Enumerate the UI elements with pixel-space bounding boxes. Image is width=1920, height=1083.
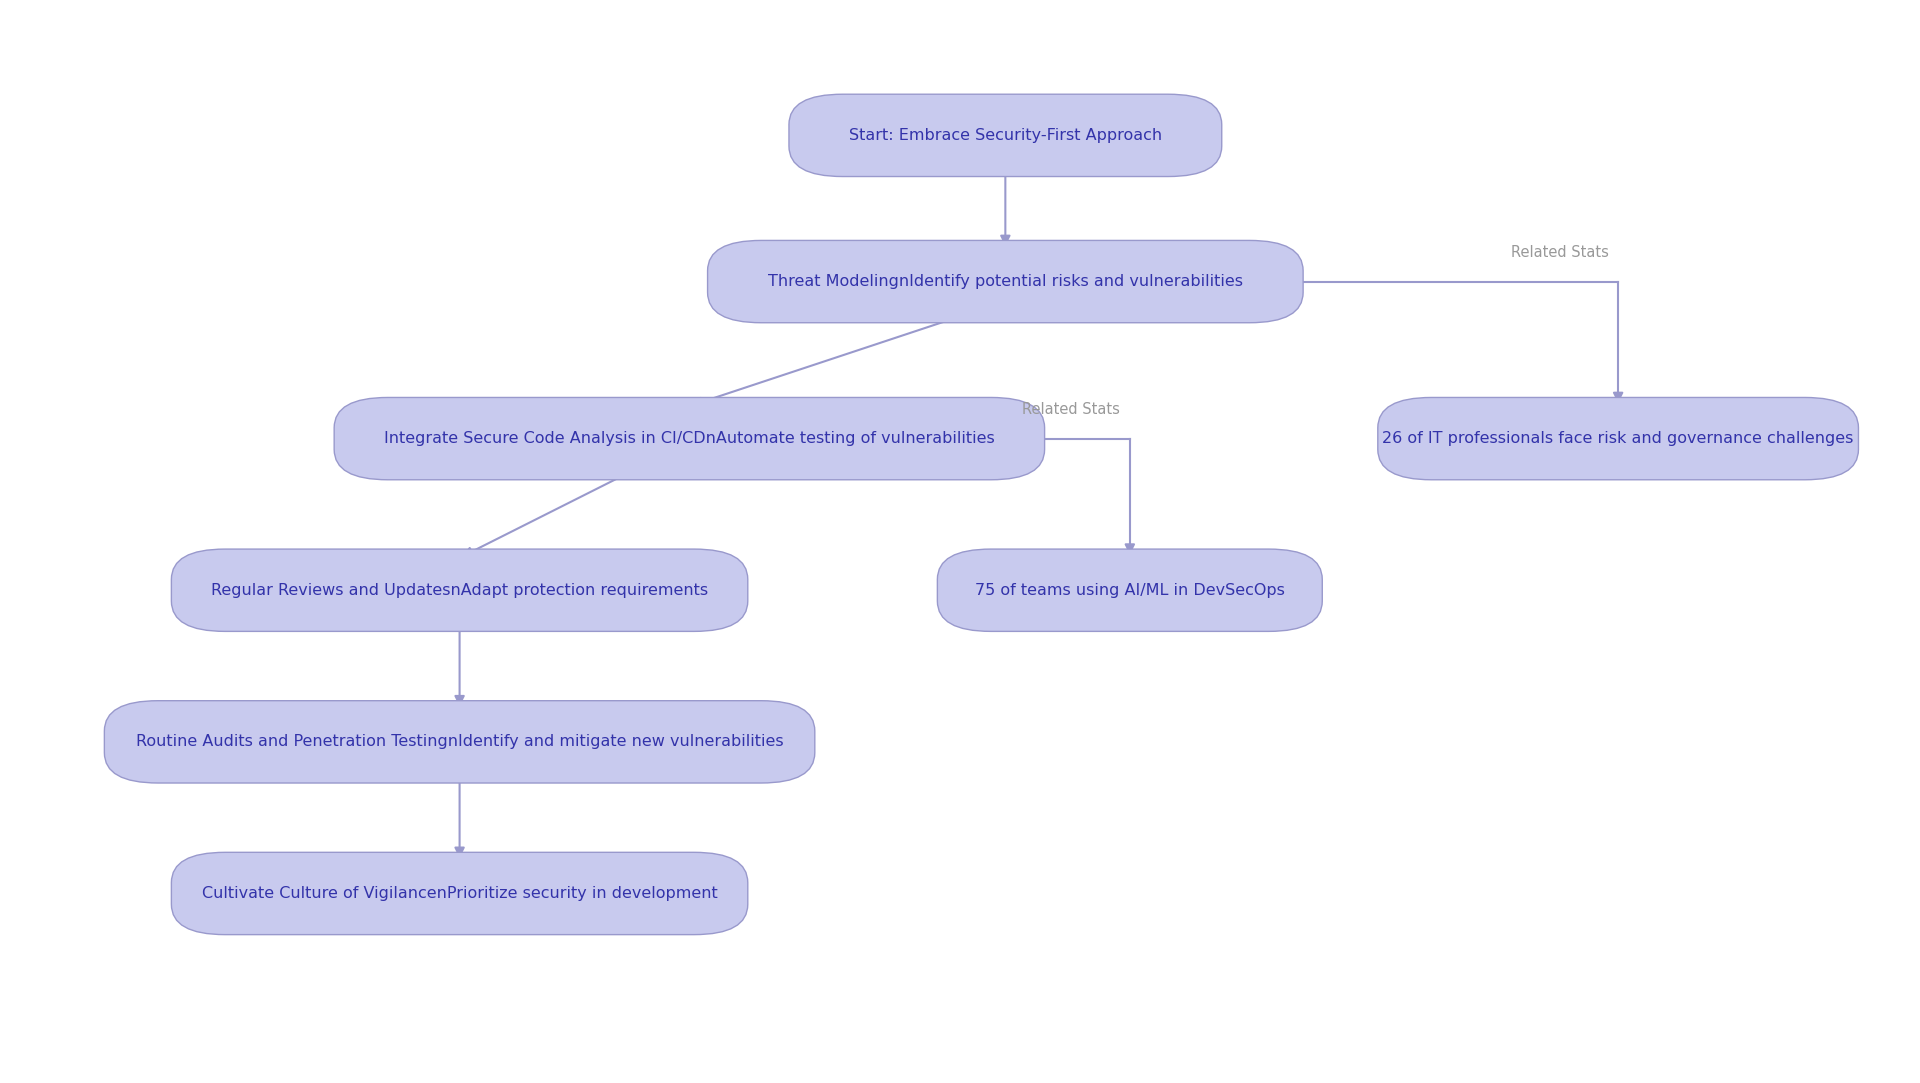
Text: Cultivate Culture of VigilancenPrioritize security in development: Cultivate Culture of VigilancenPrioritiz… [202, 886, 718, 901]
Text: Integrate Secure Code Analysis in CI/CDnAutomate testing of vulnerabilities: Integrate Secure Code Analysis in CI/CDn… [384, 431, 995, 446]
FancyBboxPatch shape [334, 397, 1044, 480]
Text: 26 of IT professionals face risk and governance challenges: 26 of IT professionals face risk and gov… [1382, 431, 1855, 446]
FancyBboxPatch shape [789, 94, 1221, 177]
FancyBboxPatch shape [171, 549, 747, 631]
FancyBboxPatch shape [171, 852, 747, 935]
FancyBboxPatch shape [937, 549, 1323, 631]
Text: Start: Embrace Security-First Approach: Start: Embrace Security-First Approach [849, 128, 1162, 143]
Text: Regular Reviews and UpdatesnAdapt protection requirements: Regular Reviews and UpdatesnAdapt protec… [211, 583, 708, 598]
FancyBboxPatch shape [708, 240, 1304, 323]
FancyBboxPatch shape [104, 701, 814, 783]
Text: Related Stats: Related Stats [1511, 245, 1609, 260]
Text: 75 of teams using AI/ML in DevSecOps: 75 of teams using AI/ML in DevSecOps [975, 583, 1284, 598]
Text: Threat ModelingnIdentify potential risks and vulnerabilities: Threat ModelingnIdentify potential risks… [768, 274, 1242, 289]
FancyBboxPatch shape [1379, 397, 1859, 480]
Text: Routine Audits and Penetration TestingnIdentify and mitigate new vulnerabilities: Routine Audits and Penetration TestingnI… [136, 734, 783, 749]
Text: Related Stats: Related Stats [1021, 402, 1119, 417]
